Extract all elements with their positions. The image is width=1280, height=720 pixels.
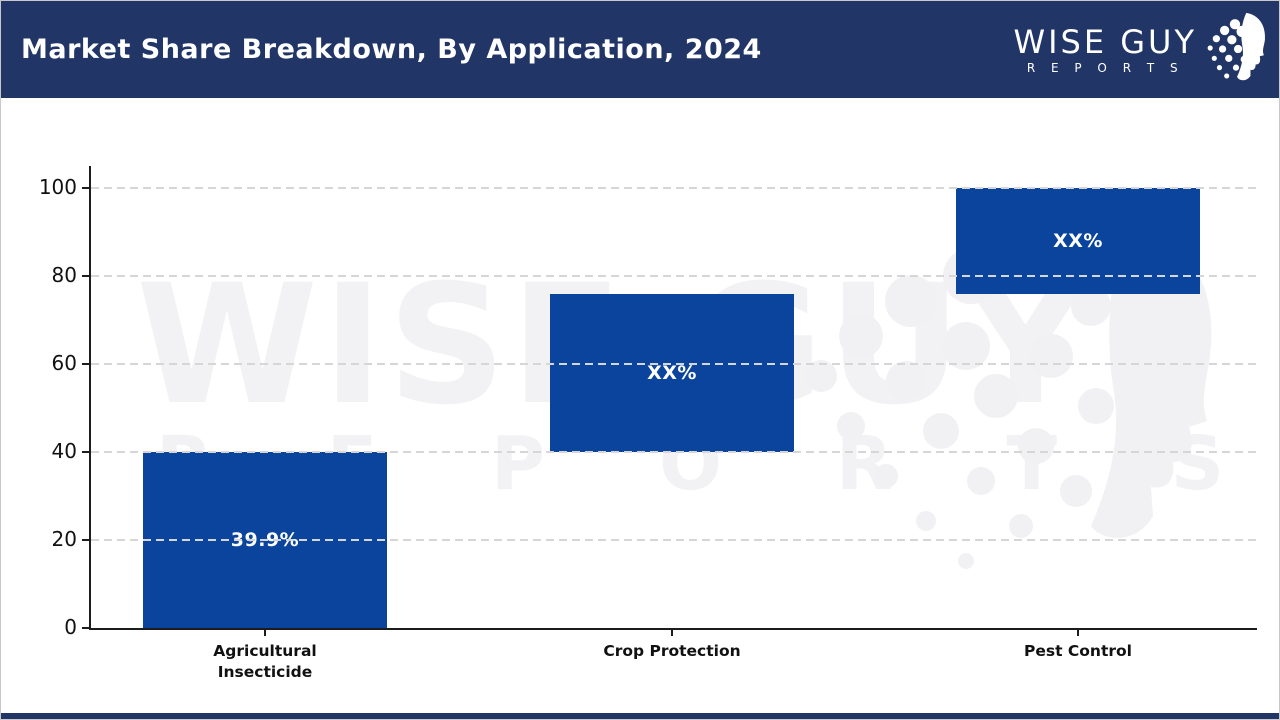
y-tick-mark (82, 363, 89, 365)
brand-logo: WISE GUY R E P O R T S (1013, 9, 1279, 91)
y-gridline (91, 187, 1257, 189)
y-tick-label: 100 (38, 175, 77, 199)
y-tick-label: 0 (64, 615, 77, 639)
brand-logo-text: WISE GUY R E P O R T S (1013, 26, 1197, 74)
y-tick-mark (82, 187, 89, 189)
y-gridline (91, 451, 1257, 453)
category-label: Crop Protection (603, 642, 741, 660)
x-tick-mark (264, 630, 266, 636)
y-axis-line (89, 166, 91, 629)
brand-name: WISE GUY (1013, 22, 1197, 61)
y-tick-mark (82, 627, 89, 629)
bar-value-label: XX% (1053, 229, 1103, 252)
y-tick-label: 60 (51, 351, 77, 375)
y-tick-mark (82, 275, 89, 277)
page-title: Market Share Breakdown, By Application, … (21, 34, 762, 65)
y-gridline (91, 363, 1257, 365)
footer-bar (1, 713, 1279, 719)
y-tick-mark (82, 451, 89, 453)
bar-value-label: XX% (647, 361, 697, 384)
brand-subtitle: R E P O R T S (1026, 60, 1184, 75)
x-tick-mark (671, 630, 673, 636)
y-gridline (91, 539, 1257, 541)
header: Market Share Breakdown, By Application, … (1, 1, 1279, 98)
x-axis-line (89, 628, 1257, 630)
y-tick-label: 80 (51, 263, 77, 287)
y-tick-mark (82, 539, 89, 541)
bar: XX% (956, 188, 1200, 294)
category-label: Pest Control (1024, 642, 1132, 660)
x-tick-mark (1077, 630, 1079, 636)
y-tick-label: 20 (51, 527, 77, 551)
dotted-face-logo-icon (1205, 9, 1267, 91)
y-gridline (91, 275, 1257, 277)
category-label: Agricultural Insecticide (213, 642, 317, 681)
bar: XX% (550, 293, 794, 452)
watermark-dotted-face-icon (791, 216, 1221, 605)
y-tick-label: 40 (51, 439, 77, 463)
